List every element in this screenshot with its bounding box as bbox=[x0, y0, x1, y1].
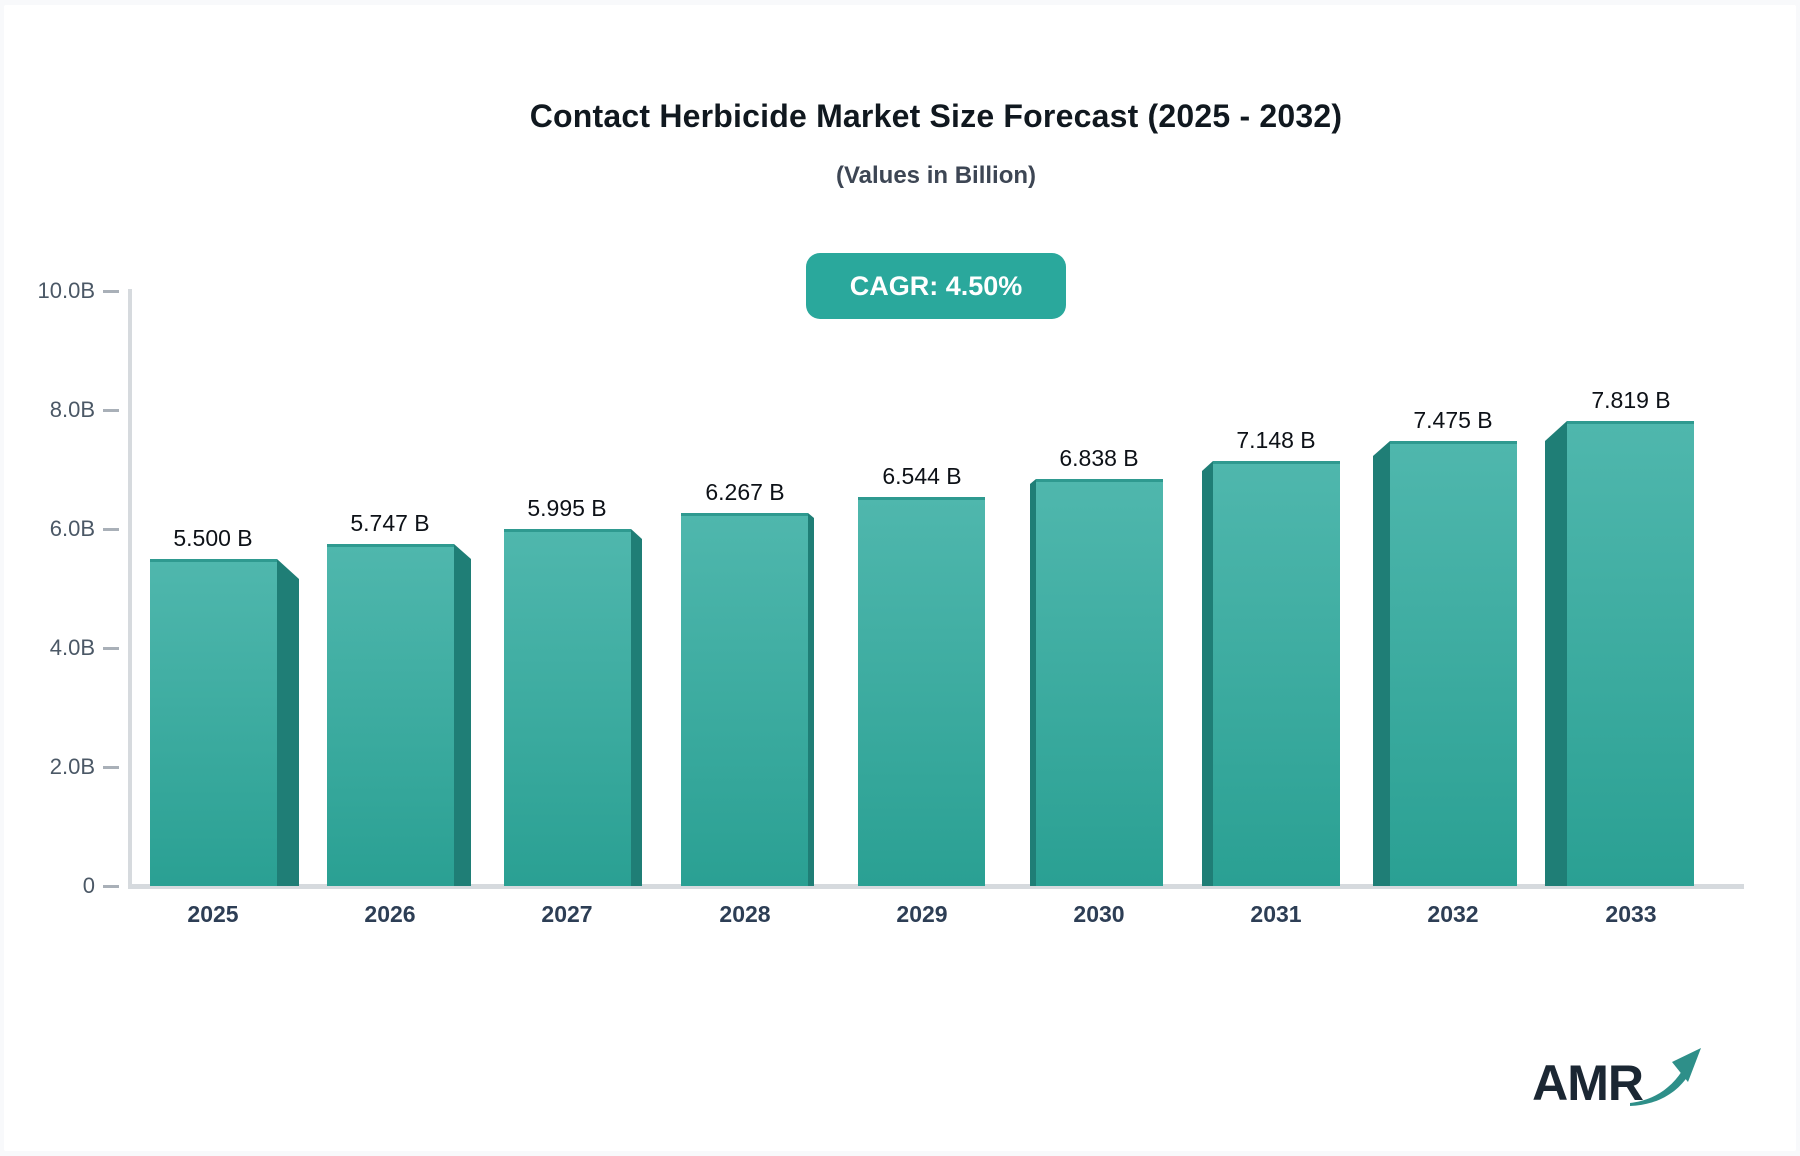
y-axis-line bbox=[128, 289, 132, 884]
amr-logo: AMR bbox=[1532, 1045, 1704, 1111]
bar-front-face bbox=[1390, 441, 1517, 886]
x-axis-category-label: 2033 bbox=[1605, 901, 1657, 927]
bar-2029 bbox=[858, 497, 985, 886]
bar-2031 bbox=[1202, 461, 1340, 886]
x-axis-category-label: 2027 bbox=[541, 901, 593, 927]
bar-value-label: 5.500 B bbox=[173, 525, 253, 551]
x-axis-category-label: 2028 bbox=[719, 901, 771, 927]
y-axis-tick-label: 8.0B bbox=[49, 397, 95, 422]
amr-logo-text: AMR bbox=[1532, 1055, 1644, 1111]
chart-title: Contact Herbicide Market Size Forecast (… bbox=[529, 98, 1343, 134]
y-axis-tick-mark bbox=[103, 766, 119, 769]
bar-side-face bbox=[1373, 441, 1390, 886]
y-axis-tick-label: 10.0B bbox=[37, 278, 96, 303]
bar-front-face bbox=[858, 497, 985, 886]
x-axis-baseline bbox=[128, 884, 1744, 889]
y-axis-tick-mark bbox=[103, 528, 119, 531]
x-axis-category-label: 2029 bbox=[896, 901, 948, 927]
cagr-badge: CAGR: 4.50% bbox=[805, 253, 1067, 319]
bar-2027 bbox=[504, 529, 642, 886]
bar-value-label: 6.544 B bbox=[882, 463, 962, 489]
bar-value-label: 5.995 B bbox=[527, 495, 607, 521]
bar-side-face bbox=[808, 513, 814, 886]
x-axis-category-label: 2031 bbox=[1250, 901, 1302, 927]
y-axis-tick-mark bbox=[103, 290, 119, 293]
bar-value-label: 7.819 B bbox=[1591, 387, 1671, 413]
y-axis-tick-mark bbox=[103, 409, 119, 412]
y-axis-tick-mark bbox=[103, 647, 119, 650]
bar-front-face bbox=[327, 544, 454, 886]
chart-subtitle: (Values in Billion) bbox=[835, 162, 1037, 189]
bar-2026 bbox=[327, 544, 471, 886]
y-axis-tick-label: 2.0B bbox=[49, 754, 95, 779]
bar-value-label: 5.747 B bbox=[350, 510, 430, 536]
y-axis-tick-label: 6.0B bbox=[49, 516, 95, 541]
y-axis-tick-label: 0 bbox=[82, 873, 95, 898]
bar-front-face bbox=[150, 559, 277, 886]
bar-2025 bbox=[150, 559, 299, 886]
bar-front-face bbox=[1036, 479, 1163, 886]
bar-side-face bbox=[631, 529, 642, 886]
trend-arrow-icon bbox=[1630, 1048, 1701, 1106]
bar-front-face bbox=[504, 529, 631, 886]
bar-front-face bbox=[681, 513, 808, 886]
bar-front-face bbox=[1567, 421, 1694, 886]
bar-side-face bbox=[277, 559, 299, 886]
bar-2028 bbox=[681, 513, 814, 886]
x-axis-category-label: 2026 bbox=[364, 901, 416, 927]
x-axis-category-label: 2030 bbox=[1073, 901, 1125, 927]
bar-value-label: 6.267 B bbox=[705, 479, 785, 505]
x-axis-category-label: 2025 bbox=[187, 901, 239, 927]
bar-side-face bbox=[1202, 461, 1213, 886]
bar-side-face bbox=[1545, 421, 1567, 886]
y-axis-tick-mark bbox=[103, 885, 119, 888]
cagr-badge-row: CAGR: 4.50% bbox=[130, 253, 1742, 319]
bar-value-label: 7.475 B bbox=[1413, 407, 1493, 433]
bar-value-label: 6.838 B bbox=[1059, 445, 1139, 471]
bar-side-face bbox=[454, 544, 471, 886]
y-axis-tick-label: 4.0B bbox=[49, 635, 95, 660]
bar-side-face bbox=[1030, 479, 1036, 886]
bar-2030 bbox=[1030, 479, 1163, 886]
bar-2032 bbox=[1373, 441, 1517, 886]
x-axis-category-label: 2032 bbox=[1427, 901, 1479, 927]
bar-2033 bbox=[1545, 421, 1694, 886]
bar-value-label: 7.148 B bbox=[1236, 427, 1316, 453]
bar-front-face bbox=[1213, 461, 1340, 886]
